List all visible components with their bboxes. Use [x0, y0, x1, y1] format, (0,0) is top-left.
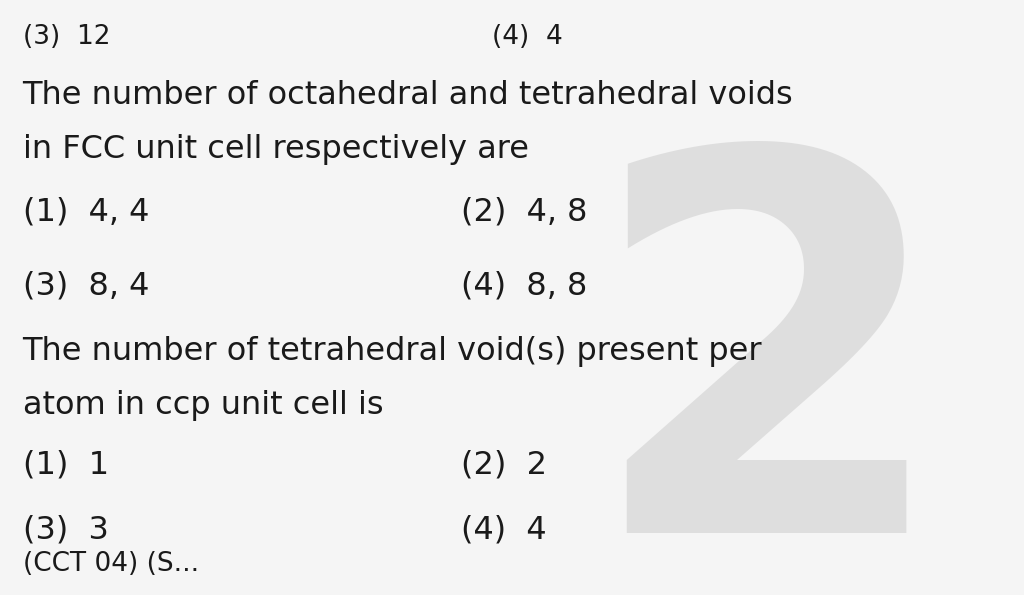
Text: (3)  8, 4: (3) 8, 4 — [23, 271, 148, 302]
Text: (1)  1: (1) 1 — [23, 449, 109, 480]
Text: (1)  4, 4: (1) 4, 4 — [23, 196, 148, 227]
Text: (2)  4, 8: (2) 4, 8 — [461, 196, 588, 227]
Text: (CCT 04) (S...: (CCT 04) (S... — [23, 551, 199, 577]
Text: The number of octahedral and tetrahedral voids: The number of octahedral and tetrahedral… — [23, 80, 794, 111]
Text: (3)  3: (3) 3 — [23, 515, 109, 546]
Text: (3)  12: (3) 12 — [23, 24, 110, 50]
Text: (4)  8, 8: (4) 8, 8 — [461, 271, 587, 302]
Text: in FCC unit cell respectively are: in FCC unit cell respectively are — [23, 134, 528, 165]
Text: atom in ccp unit cell is: atom in ccp unit cell is — [23, 390, 383, 421]
Text: The number of tetrahedral void(s) present per: The number of tetrahedral void(s) presen… — [23, 336, 762, 367]
Text: (4)  4: (4) 4 — [461, 515, 547, 546]
Text: (2)  2: (2) 2 — [461, 449, 547, 480]
Text: (4)  4: (4) 4 — [492, 24, 562, 50]
Text: 2: 2 — [585, 131, 951, 595]
